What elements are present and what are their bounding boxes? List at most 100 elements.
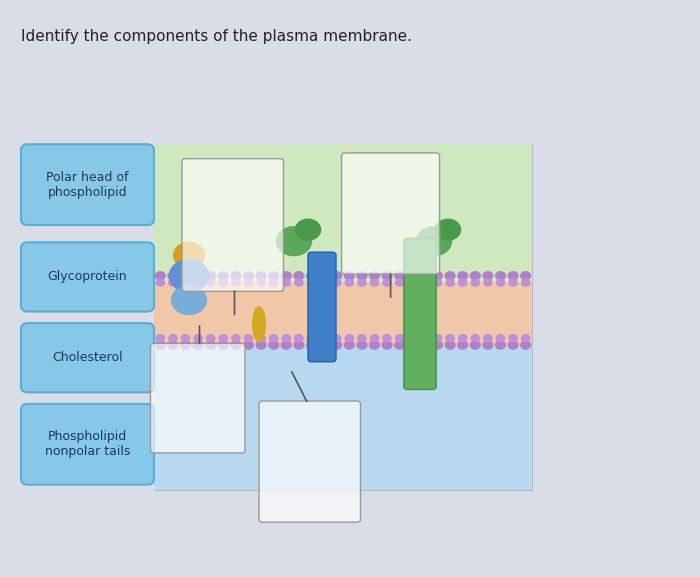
Circle shape [282, 279, 290, 286]
Circle shape [370, 335, 379, 342]
FancyBboxPatch shape [150, 343, 245, 453]
Circle shape [484, 279, 492, 286]
FancyBboxPatch shape [342, 153, 440, 274]
Circle shape [244, 272, 253, 280]
Circle shape [168, 341, 178, 349]
Circle shape [169, 260, 209, 292]
Circle shape [408, 335, 416, 342]
Circle shape [433, 272, 442, 280]
Circle shape [395, 335, 404, 342]
Circle shape [218, 341, 228, 349]
Circle shape [332, 335, 341, 342]
Circle shape [471, 335, 480, 342]
FancyBboxPatch shape [21, 242, 154, 312]
Circle shape [295, 279, 303, 286]
Circle shape [383, 335, 391, 342]
Circle shape [270, 279, 278, 286]
FancyBboxPatch shape [21, 404, 154, 485]
Circle shape [421, 335, 429, 342]
Circle shape [231, 341, 241, 349]
Circle shape [445, 341, 455, 349]
Circle shape [307, 272, 316, 280]
Ellipse shape [253, 307, 265, 342]
Circle shape [169, 279, 177, 286]
Circle shape [496, 272, 505, 280]
Circle shape [420, 341, 430, 349]
Circle shape [206, 335, 215, 342]
Circle shape [357, 341, 367, 349]
Circle shape [446, 279, 454, 286]
FancyBboxPatch shape [308, 252, 336, 362]
Circle shape [483, 272, 493, 280]
FancyBboxPatch shape [154, 269, 532, 345]
Circle shape [174, 242, 204, 268]
Circle shape [307, 335, 316, 342]
Circle shape [433, 279, 442, 286]
Circle shape [344, 341, 354, 349]
FancyBboxPatch shape [154, 335, 532, 490]
Circle shape [218, 272, 228, 280]
Circle shape [281, 341, 291, 349]
Circle shape [269, 272, 279, 280]
Circle shape [345, 335, 354, 342]
Circle shape [382, 272, 392, 280]
Circle shape [383, 279, 391, 286]
Circle shape [282, 335, 290, 342]
Circle shape [193, 341, 203, 349]
Circle shape [435, 219, 461, 240]
Circle shape [244, 279, 253, 286]
Circle shape [358, 335, 366, 342]
Circle shape [407, 272, 417, 280]
Circle shape [345, 279, 354, 286]
Circle shape [395, 272, 405, 280]
Circle shape [344, 272, 354, 280]
Text: Identify the components of the plasma membrane.: Identify the components of the plasma me… [21, 29, 412, 44]
Circle shape [295, 335, 303, 342]
Text: Polar head of
phospholipid: Polar head of phospholipid [46, 171, 129, 198]
Circle shape [433, 341, 442, 349]
Circle shape [270, 335, 278, 342]
Circle shape [509, 335, 517, 342]
Circle shape [370, 279, 379, 286]
Circle shape [206, 279, 215, 286]
Circle shape [458, 272, 468, 280]
FancyBboxPatch shape [154, 144, 532, 283]
Circle shape [269, 341, 279, 349]
Circle shape [458, 279, 467, 286]
FancyBboxPatch shape [21, 144, 154, 225]
Circle shape [181, 279, 190, 286]
Circle shape [193, 272, 203, 280]
Circle shape [156, 279, 164, 286]
Circle shape [257, 279, 265, 286]
Circle shape [483, 341, 493, 349]
Circle shape [156, 335, 164, 342]
Circle shape [295, 219, 321, 240]
Circle shape [470, 272, 480, 280]
Circle shape [484, 335, 492, 342]
Circle shape [421, 279, 429, 286]
Circle shape [194, 335, 202, 342]
Circle shape [370, 272, 379, 280]
FancyBboxPatch shape [404, 238, 436, 389]
Circle shape [155, 341, 165, 349]
Circle shape [496, 335, 505, 342]
Circle shape [395, 341, 405, 349]
Circle shape [168, 272, 178, 280]
Circle shape [281, 272, 291, 280]
Circle shape [294, 341, 304, 349]
Circle shape [181, 272, 190, 280]
Circle shape [276, 227, 312, 256]
Circle shape [458, 341, 468, 349]
Circle shape [319, 272, 329, 280]
Circle shape [181, 341, 190, 349]
Text: Phospholipid
nonpolar tails: Phospholipid nonpolar tails [45, 430, 130, 458]
Circle shape [471, 279, 480, 286]
Circle shape [232, 335, 240, 342]
Circle shape [219, 279, 228, 286]
Circle shape [445, 272, 455, 280]
FancyBboxPatch shape [182, 159, 284, 291]
Circle shape [407, 341, 417, 349]
Circle shape [219, 335, 228, 342]
Circle shape [307, 341, 316, 349]
Circle shape [320, 335, 328, 342]
